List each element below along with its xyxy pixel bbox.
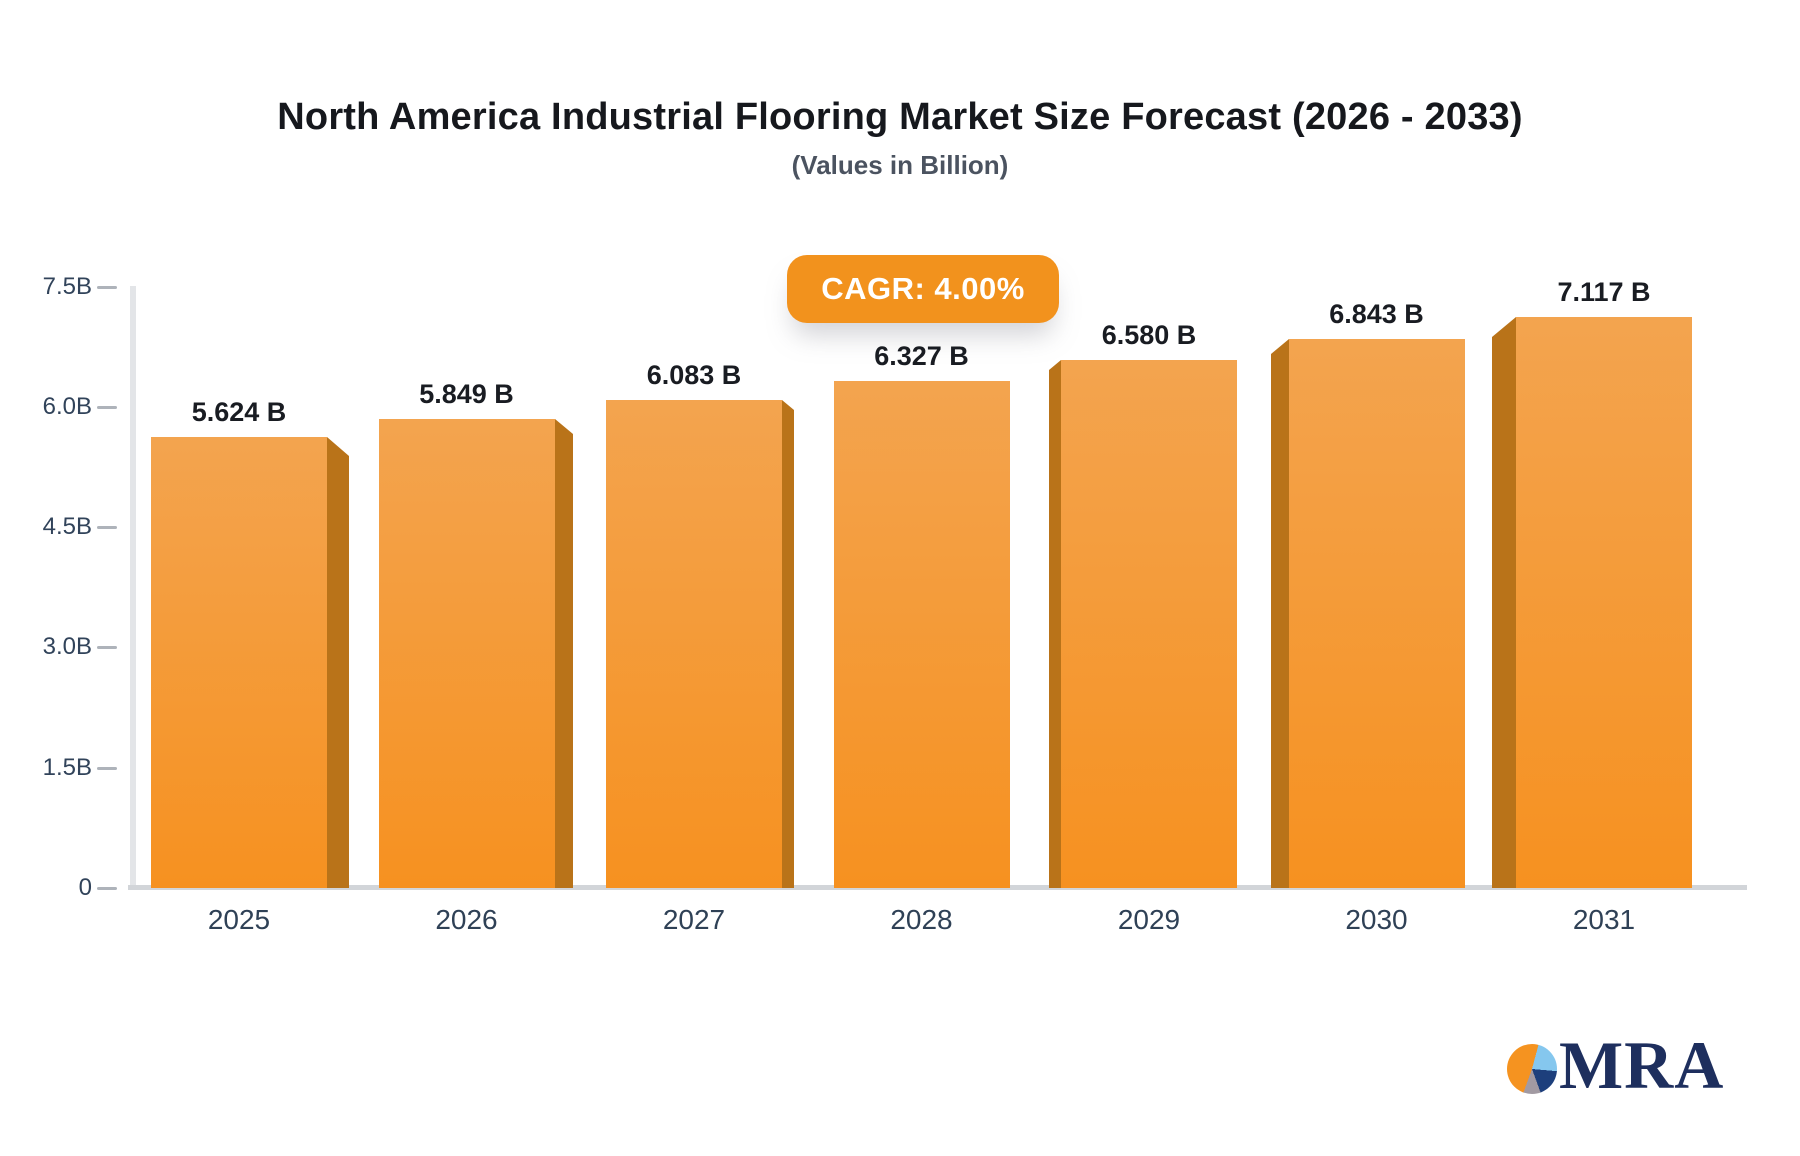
bar-value-label-2025: 5.624 B [191,397,287,427]
bar-value-label-2030: 6.843 B [1329,299,1424,329]
y-tick-mark [97,646,117,650]
bar-2030-side-face [1271,339,1289,888]
y-tick-mark [97,766,117,770]
y-tick-mark [97,405,117,409]
bar-value-label-2029: 6.580 B [1101,320,1197,350]
bar-value-label-2026: 5.849 B [419,379,514,409]
y-tick-label: 4.5B [42,513,92,541]
page-title: North America Industrial Flooring Market… [277,96,1523,138]
bar-2027[interactable] [606,400,782,888]
x-tick-label-2028: 2028 [890,904,953,935]
x-tick-label-2026: 2026 [435,904,498,935]
bar-2029[interactable] [1061,360,1237,888]
bar-2028[interactable] [834,381,1010,888]
x-tick-label-2031: 2031 [1572,904,1636,935]
bar-value-label-2031: 7.117 B [1557,277,1651,307]
x-tick-label-2027: 2027 [662,904,726,935]
y-tick-label: 0 [78,874,92,901]
y-tick-mark [97,887,117,890]
bar-2025-side-face [327,437,349,888]
y-tick-label: 3.0B [42,633,92,661]
bar-2025[interactable] [151,437,327,888]
bar-2031-side-face [1492,317,1516,888]
bar-2026-side-face [555,419,573,888]
bar-2031[interactable] [1516,317,1692,888]
pie-chart-icon [1507,1044,1557,1094]
x-tick-label-2030: 2030 [1345,904,1408,935]
bar-2026[interactable] [379,419,555,888]
cagr-badge-label: CAGR: 4.00% [821,271,1025,306]
y-tick-mark [97,526,117,530]
bar-value-label-2027: 6.083 B [646,360,742,390]
bar-2029-side-face [1049,360,1061,888]
page-subtitle: (Values in Billion) [791,150,1009,180]
y-tick-label: 6.0B [42,392,92,420]
y-tick-mark [97,285,117,289]
bar-2030[interactable] [1289,339,1465,888]
bar-value-label-2028: 6.327 B [874,341,969,371]
x-tick-label-2025: 2025 [207,904,271,935]
y-tick-label: 7.5B [42,272,92,300]
mra-logo: MRA [1507,1031,1724,1099]
bar-2027-side-face [782,400,794,888]
logo-text: MRA [1559,1027,1725,1103]
y-axis-line [130,286,136,890]
y-tick-label: 1.5B [42,753,92,781]
cagr-badge: CAGR: 4.00% [787,255,1059,323]
x-tick-label-2029: 2029 [1117,904,1181,935]
